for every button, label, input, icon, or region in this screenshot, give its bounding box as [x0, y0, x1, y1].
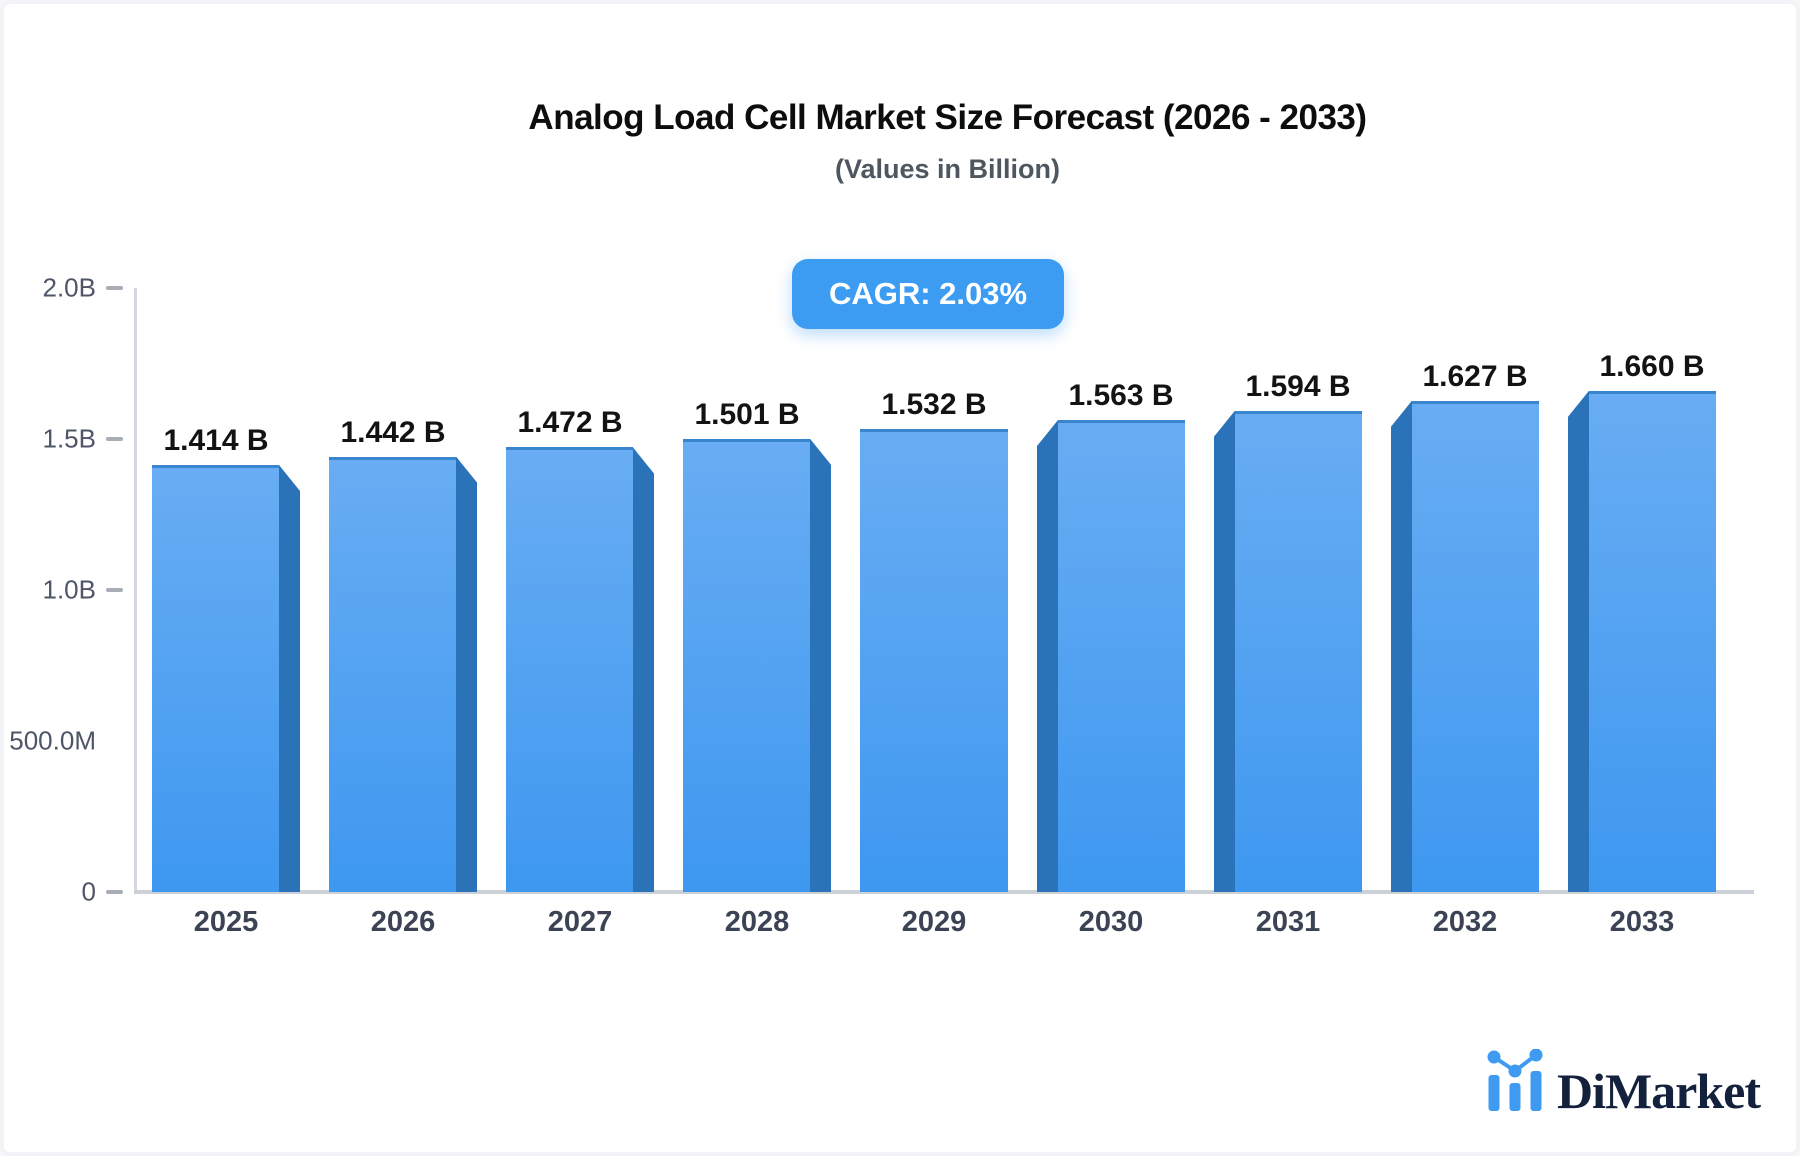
bar-value-label: 1.501 B — [694, 397, 800, 431]
logo: DiMarket — [1486, 1048, 1761, 1119]
bar-2029: 1.532 B — [860, 388, 1008, 892]
bar-front-face — [683, 438, 810, 892]
bar-side-face — [1214, 410, 1235, 892]
bar-value-label: 1.563 B — [1068, 378, 1174, 412]
x-tick-label-2031: 2031 — [1255, 906, 1321, 938]
bar-front-face — [152, 464, 279, 892]
cagr-badge-label: CAGR: 2.03% — [828, 276, 1028, 311]
bar-value-label: 1.660 B — [1599, 349, 1705, 383]
logo-wordmark: DiMarket — [1556, 1063, 1761, 1119]
bar-front-face — [1589, 390, 1716, 892]
bar-side-face — [1391, 400, 1412, 892]
bar-side-face — [1568, 390, 1589, 892]
x-tick-label-2026: 2026 — [370, 906, 436, 938]
bar-value-label: 1.594 B — [1245, 369, 1351, 403]
bar-2033: 1.660 B — [1568, 350, 1716, 892]
bar-front-face — [860, 429, 1008, 892]
x-tick-label-2025: 2025 — [193, 906, 259, 938]
bar-front-face — [1235, 410, 1362, 892]
x-tick-label-2030: 2030 — [1078, 906, 1144, 938]
y-axis: 2.0B 1.5B 1.0B 500.0M 0 — [4, 273, 134, 907]
y-tick-mark — [106, 588, 123, 592]
bar-side-face — [456, 456, 477, 892]
y-tick-label: 500.0M — [9, 725, 96, 756]
chart-subtitle: (Values in Billion) — [834, 154, 1061, 184]
bar-2028: 1.501 B — [683, 398, 831, 892]
bar-value-label: 1.472 B — [517, 406, 623, 440]
bars-row: 1.414 B 1.442 B 1.472 B 1.501 B 1.532 B 1.563… — [136, 288, 1759, 892]
cagr-badge: CAGR: 2.03% — [792, 259, 1064, 329]
bar-value-label: 1.532 B — [881, 388, 987, 422]
y-tick-label: 1.5B — [42, 423, 97, 454]
bar-chart-logo-icon — [1486, 1048, 1544, 1116]
bar-side-face — [633, 447, 654, 892]
bar-2026: 1.442 B — [329, 416, 477, 892]
y-tick-mark — [106, 286, 123, 290]
y-tick-mark — [106, 437, 123, 441]
bar-front-face — [1412, 400, 1539, 892]
bar-front-face — [506, 447, 633, 892]
bar-2027: 1.472 B — [506, 406, 654, 892]
bar-2025: 1.414 B — [152, 424, 300, 892]
bar-value-label: 1.414 B — [163, 423, 269, 457]
y-axis-line — [134, 288, 137, 892]
y-tick-label: 2.0B — [42, 272, 97, 303]
x-tick-label-2027: 2027 — [547, 906, 613, 938]
y-tick-label: 0 — [81, 876, 96, 907]
x-axis-line — [134, 890, 1754, 894]
y-tick-label: 1.0B — [42, 574, 97, 605]
x-axis-labels: 2025 2026 2027 2028 2029 2030 2031 2032 2033 — [136, 906, 1759, 939]
bar-2032: 1.627 B — [1391, 360, 1539, 892]
bar-2031: 1.594 B — [1214, 370, 1362, 892]
x-tick-label-2032: 2032 — [1432, 906, 1498, 938]
bar-side-face — [279, 464, 300, 892]
bar-front-face — [329, 456, 456, 892]
x-tick-label-2028: 2028 — [724, 906, 790, 938]
x-tick-label-2029: 2029 — [901, 906, 967, 938]
y-tick-mark — [106, 890, 123, 894]
bar-side-face — [1037, 419, 1058, 892]
x-tick-label-2033: 2033 — [1609, 906, 1675, 938]
bar-side-face — [810, 438, 831, 892]
bar-value-label: 1.627 B — [1422, 359, 1528, 393]
bar-2030: 1.563 B — [1037, 379, 1185, 892]
chart-title: Analog Load Cell Market Size Forecast (2… — [528, 98, 1367, 137]
bar-front-face — [1058, 419, 1185, 892]
bar-value-label: 1.442 B — [340, 415, 446, 449]
